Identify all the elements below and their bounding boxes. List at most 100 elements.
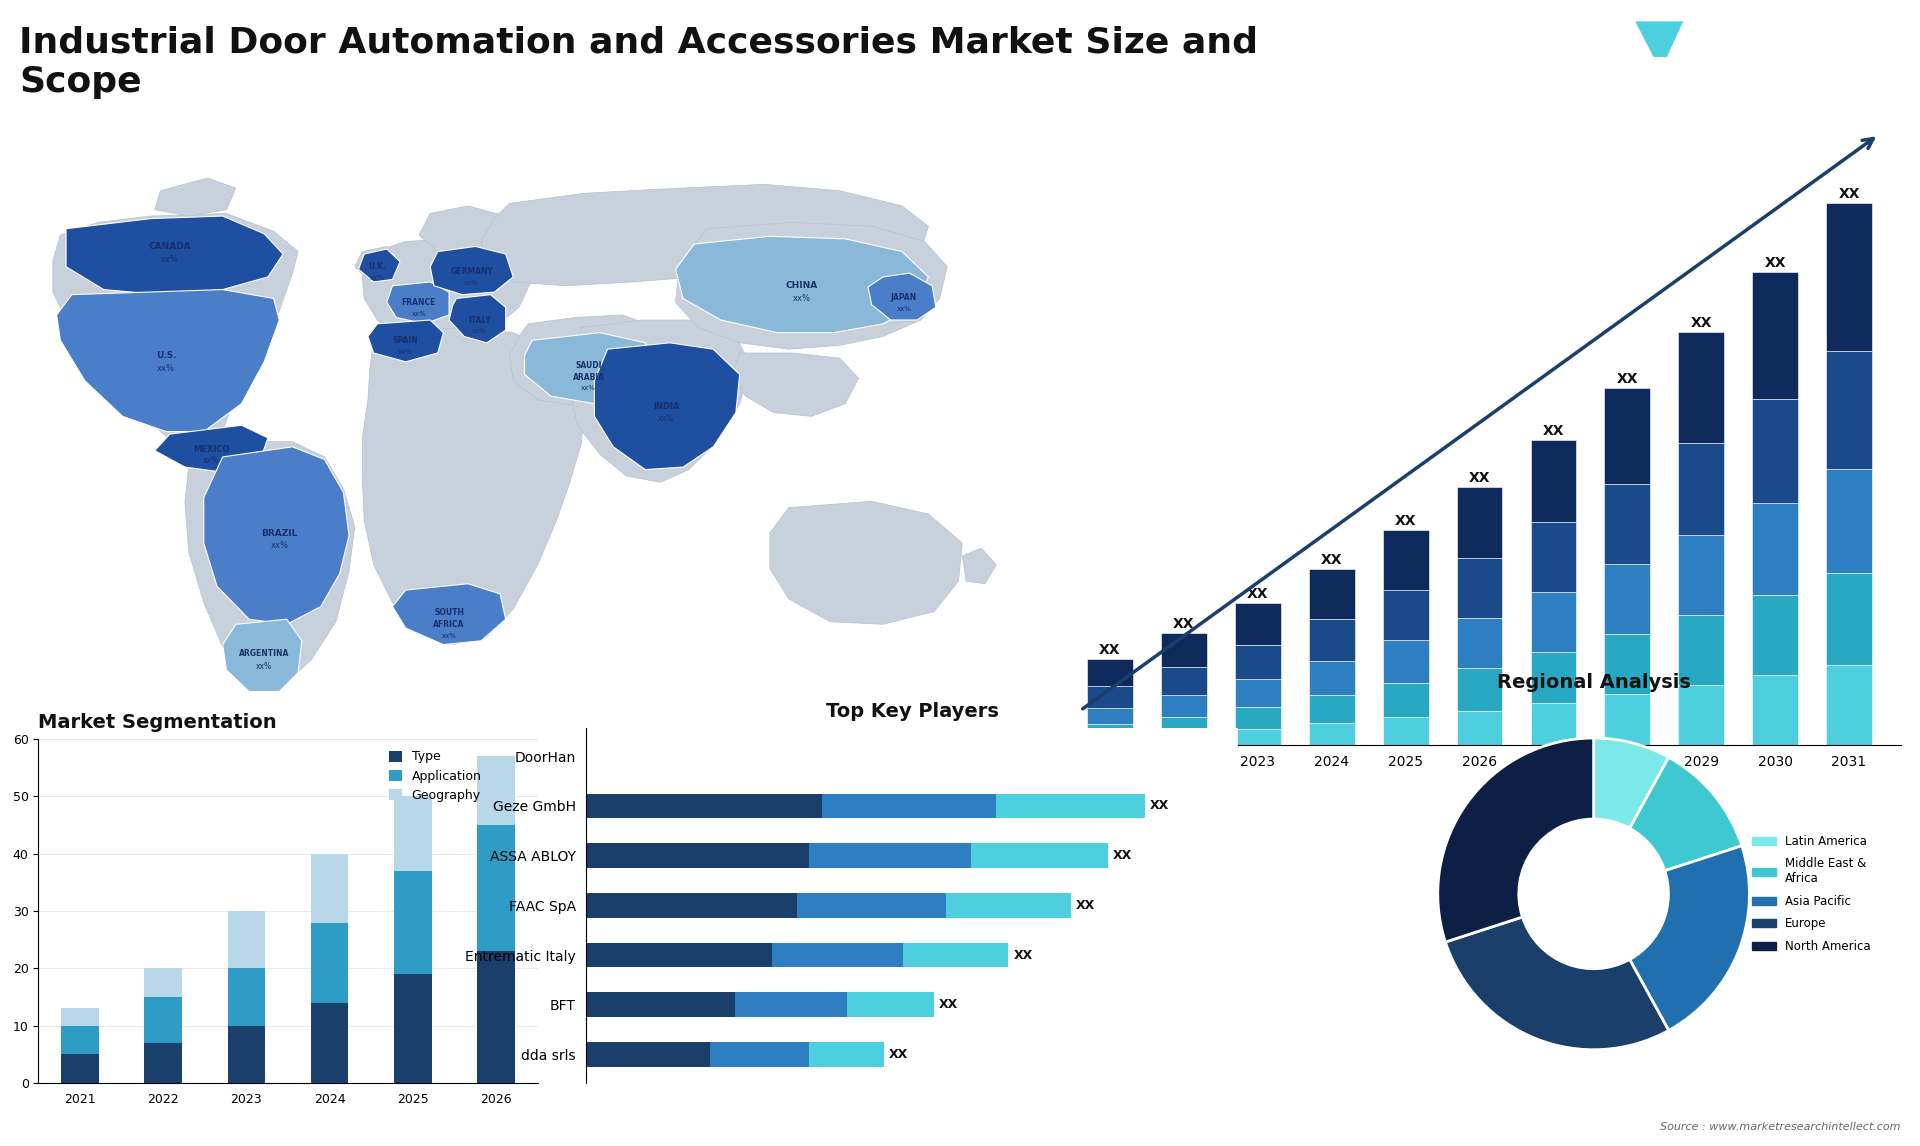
Bar [797, 893, 947, 918]
Bar [822, 793, 996, 818]
Bar [1087, 737, 1133, 745]
Bar [1457, 618, 1503, 668]
Text: RESEARCH: RESEARCH [1734, 70, 1791, 80]
Bar [1753, 399, 1797, 503]
Bar [394, 871, 432, 974]
Bar [1235, 680, 1281, 707]
Bar [902, 943, 1008, 967]
Bar [1087, 659, 1133, 686]
Bar [1087, 708, 1133, 724]
Bar [228, 968, 265, 1026]
Text: XX: XX [1542, 424, 1565, 438]
Bar [847, 992, 933, 1018]
Bar [1162, 716, 1208, 733]
Text: MEXICO: MEXICO [194, 445, 230, 454]
Bar [1309, 723, 1356, 745]
Bar [1605, 564, 1651, 634]
Bar [996, 793, 1144, 818]
Bar [61, 1026, 98, 1054]
Bar [1605, 388, 1651, 484]
Legend: Type, Application, Geography: Type, Application, Geography [384, 745, 486, 807]
Text: ITALY: ITALY [468, 315, 492, 324]
Polygon shape [676, 236, 929, 332]
Polygon shape [509, 315, 670, 406]
Text: CHINA: CHINA [785, 281, 818, 290]
Bar [1382, 590, 1428, 641]
Polygon shape [223, 619, 301, 691]
Bar [772, 943, 902, 967]
Bar [1753, 273, 1797, 400]
Bar [810, 1042, 883, 1067]
Text: XX: XX [1764, 256, 1786, 270]
Bar [1530, 652, 1576, 702]
Bar [1753, 675, 1797, 745]
Bar [1457, 668, 1503, 711]
Bar [1605, 694, 1651, 745]
Bar [735, 992, 847, 1018]
Text: XX: XX [1321, 552, 1342, 566]
Bar [1530, 702, 1576, 745]
Text: Industrial Door Automation and Accessories Market Size and
Scope: Industrial Door Automation and Accessori… [19, 25, 1258, 99]
Polygon shape [419, 206, 518, 260]
Text: SAUDI: SAUDI [576, 361, 603, 370]
Text: xx%: xx% [411, 311, 426, 316]
Polygon shape [595, 343, 739, 470]
Legend: Latin America, Middle East &
Africa, Asia Pacific, Europe, North America: Latin America, Middle East & Africa, Asi… [1747, 830, 1876, 958]
Text: XX: XX [1246, 587, 1269, 601]
Text: Market Segmentation: Market Segmentation [38, 713, 276, 732]
Bar [311, 923, 348, 1003]
Bar [61, 1054, 98, 1083]
Text: CANADA: CANADA [148, 242, 192, 251]
Bar [1678, 615, 1724, 685]
Bar [972, 843, 1108, 868]
Text: SPAIN: SPAIN [394, 336, 419, 345]
Text: xx%: xx% [793, 293, 810, 303]
Bar [1457, 557, 1503, 618]
Polygon shape [56, 290, 278, 432]
Bar [1162, 667, 1208, 694]
Polygon shape [1636, 22, 1684, 71]
Wedge shape [1438, 738, 1594, 942]
Bar [1382, 683, 1428, 717]
Bar [1382, 641, 1428, 683]
Bar [1605, 634, 1651, 694]
Bar [1162, 694, 1208, 716]
Bar [947, 893, 1071, 918]
Bar [228, 1026, 265, 1083]
Bar [394, 796, 432, 871]
Text: INTELLECT: INTELLECT [1734, 96, 1791, 107]
Bar [1826, 351, 1872, 469]
Bar [1162, 633, 1208, 667]
Polygon shape [1649, 74, 1695, 107]
Text: U.S.: U.S. [156, 351, 177, 360]
Text: XX: XX [1617, 372, 1638, 386]
Text: xx%: xx% [271, 541, 288, 550]
Bar [1678, 685, 1724, 745]
Bar [810, 843, 972, 868]
Text: xx%: xx% [157, 363, 175, 372]
Text: GERMANY: GERMANY [451, 267, 493, 276]
Bar [1826, 204, 1872, 351]
Polygon shape [449, 295, 505, 343]
Polygon shape [359, 249, 399, 282]
Polygon shape [962, 548, 996, 583]
Circle shape [1519, 819, 1668, 968]
Text: XX: XX [1014, 949, 1033, 961]
Wedge shape [1446, 917, 1668, 1050]
Text: xx%: xx% [465, 281, 480, 286]
Text: XX: XX [1394, 513, 1417, 528]
Polygon shape [363, 328, 586, 644]
Bar [1235, 729, 1281, 745]
Polygon shape [868, 273, 933, 324]
Wedge shape [1630, 758, 1741, 871]
Bar [1530, 523, 1576, 591]
Text: XX: XX [1469, 471, 1490, 485]
Bar [1087, 724, 1133, 737]
Polygon shape [1661, 22, 1705, 71]
Text: xx%: xx% [582, 385, 595, 392]
Text: XX: XX [1150, 800, 1169, 813]
Text: XX: XX [939, 998, 958, 1011]
Bar [61, 1008, 98, 1026]
Bar [1826, 573, 1872, 665]
Bar [1309, 661, 1356, 696]
